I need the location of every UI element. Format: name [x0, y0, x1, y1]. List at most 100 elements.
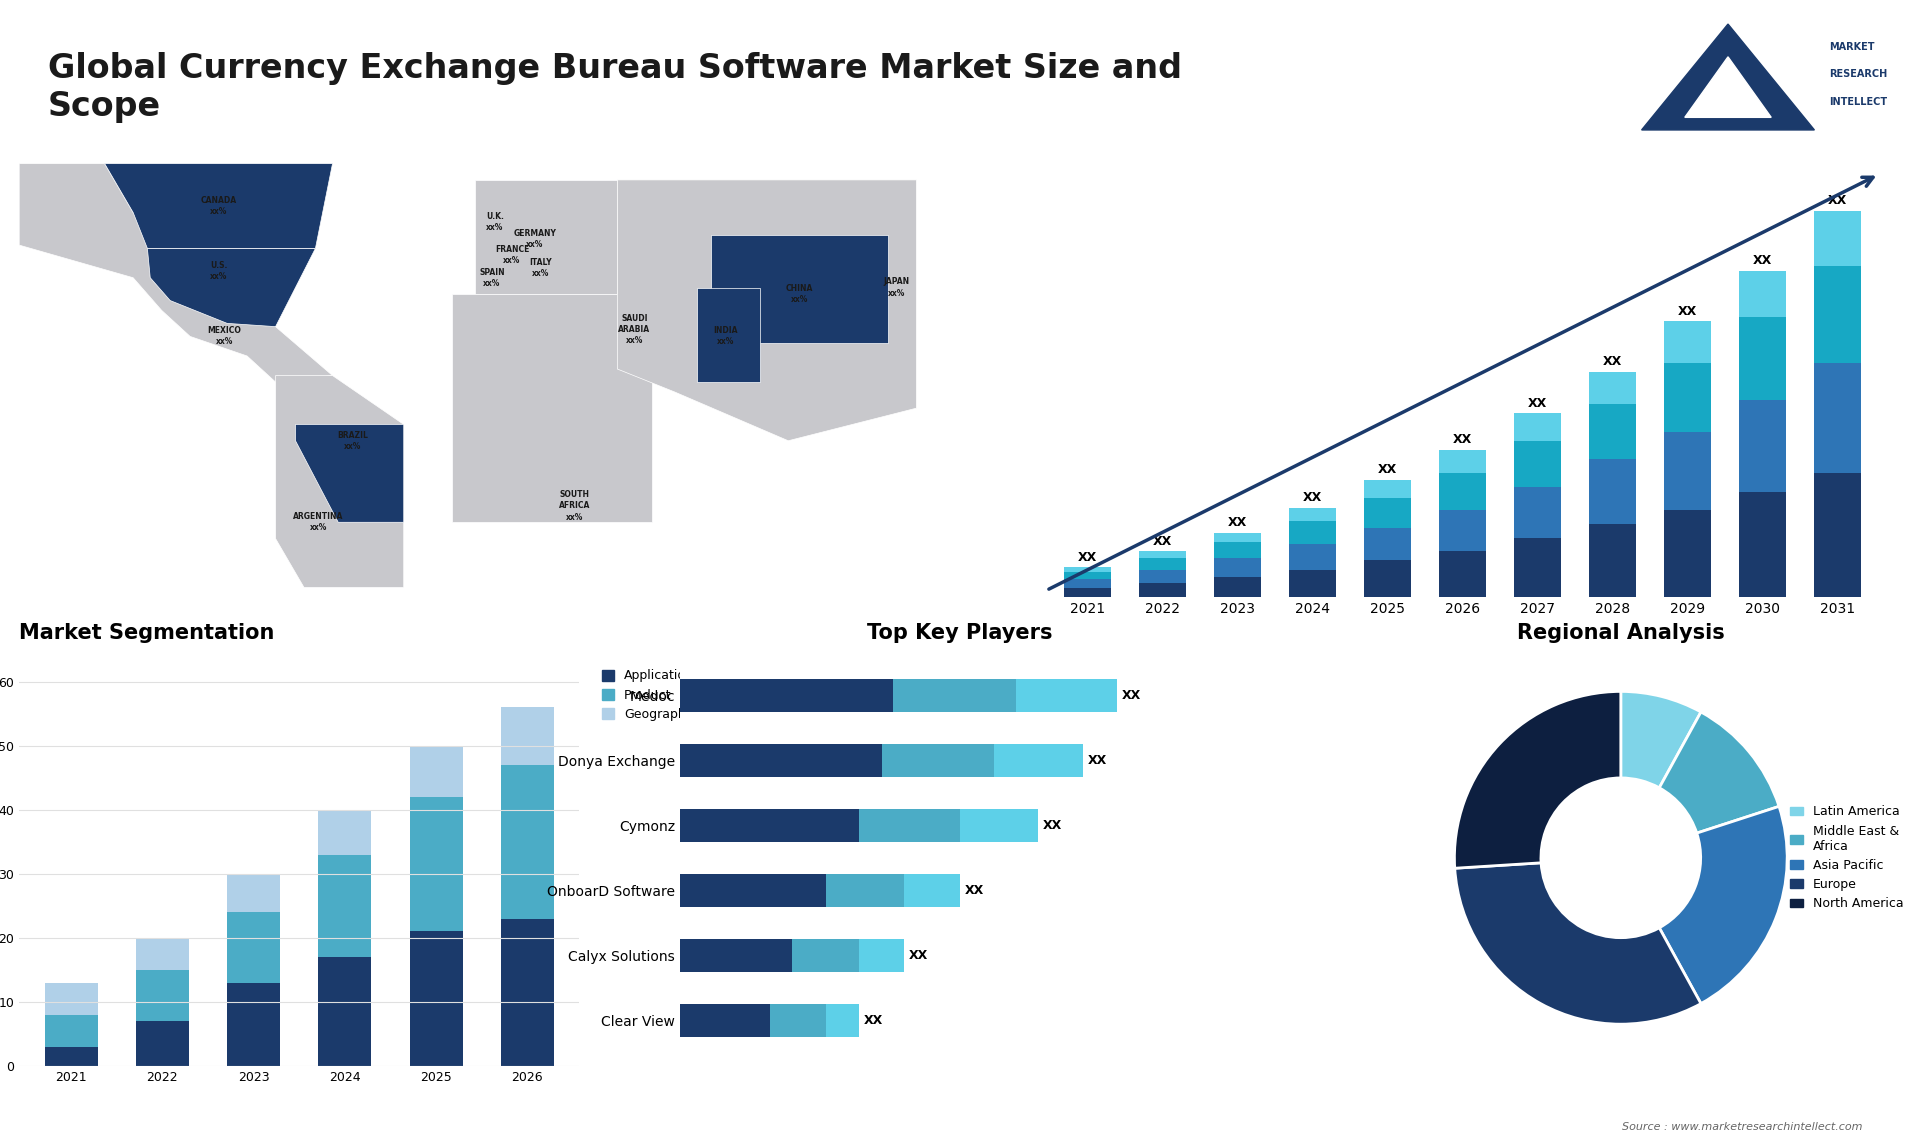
Bar	[881, 744, 995, 777]
Text: INDIA
xx%: INDIA xx%	[714, 327, 737, 346]
Bar	[860, 939, 904, 972]
Bar	[1064, 572, 1112, 579]
Text: XX: XX	[1528, 397, 1548, 409]
Bar	[826, 874, 904, 906]
Bar	[1740, 400, 1786, 492]
Bar	[1365, 560, 1411, 597]
Bar	[227, 982, 280, 1066]
Bar	[1290, 508, 1336, 521]
Text: XX: XX	[1087, 754, 1108, 767]
Polygon shape	[1686, 57, 1770, 117]
Bar	[501, 707, 553, 766]
Bar	[1665, 321, 1711, 363]
Bar	[1064, 588, 1112, 597]
Bar	[1814, 211, 1860, 266]
Text: XX: XX	[1678, 305, 1697, 317]
Bar	[1139, 583, 1187, 597]
Text: FRANCE
xx%: FRANCE xx%	[495, 245, 530, 265]
Text: XX: XX	[1229, 516, 1248, 529]
Bar	[1590, 372, 1636, 405]
Bar	[680, 874, 826, 906]
Polygon shape	[712, 235, 887, 343]
Bar	[1590, 460, 1636, 524]
Wedge shape	[1659, 807, 1788, 1004]
Text: CANADA
xx%: CANADA xx%	[200, 196, 236, 217]
Text: XX: XX	[1828, 195, 1847, 207]
Text: Global Currency Exchange Bureau Software Market Size and
Scope: Global Currency Exchange Bureau Software…	[48, 52, 1183, 123]
Bar	[1814, 266, 1860, 363]
Bar	[826, 1004, 860, 1036]
Bar	[1365, 480, 1411, 499]
Bar	[1515, 441, 1561, 487]
Text: XX: XX	[1121, 689, 1140, 701]
Bar	[1139, 551, 1187, 558]
Bar	[1290, 521, 1336, 544]
Title: Regional Analysis: Regional Analysis	[1517, 622, 1724, 643]
Bar	[1215, 558, 1261, 576]
Polygon shape	[697, 288, 760, 382]
Bar	[1515, 487, 1561, 537]
Bar	[680, 939, 791, 972]
Wedge shape	[1620, 691, 1701, 787]
Bar	[680, 1004, 770, 1036]
Text: ITALY
xx%: ITALY xx%	[530, 258, 551, 278]
Text: INTELLECT: INTELLECT	[1828, 97, 1887, 108]
Text: XX: XX	[1753, 254, 1772, 267]
Bar	[409, 932, 463, 1066]
Polygon shape	[618, 180, 916, 441]
Bar	[904, 874, 960, 906]
Text: SAUDI
ARABIA
xx%: SAUDI ARABIA xx%	[618, 314, 651, 345]
Text: XX: XX	[1603, 355, 1622, 368]
Bar	[227, 873, 280, 912]
Title: Top Key Players: Top Key Players	[868, 622, 1052, 643]
Text: MARKET: MARKET	[1828, 41, 1874, 52]
Text: XX: XX	[1304, 490, 1323, 504]
Wedge shape	[1455, 863, 1701, 1025]
Bar	[1139, 558, 1187, 570]
Bar	[1016, 680, 1117, 712]
Text: RESEARCH: RESEARCH	[1828, 70, 1887, 79]
Polygon shape	[296, 424, 403, 523]
Bar	[1290, 544, 1336, 570]
Bar	[44, 1046, 98, 1066]
Text: Market Segmentation: Market Segmentation	[19, 622, 275, 643]
Bar	[995, 744, 1083, 777]
Bar	[1365, 499, 1411, 528]
Bar	[501, 766, 553, 919]
Bar	[1665, 363, 1711, 432]
Bar	[319, 810, 371, 855]
Bar	[1064, 579, 1112, 588]
Text: SPAIN
xx%: SPAIN xx%	[480, 268, 505, 288]
Bar	[409, 796, 463, 932]
Bar	[1814, 363, 1860, 473]
Bar	[1440, 450, 1486, 473]
Text: ARGENTINA
xx%: ARGENTINA xx%	[294, 512, 344, 533]
Polygon shape	[474, 180, 618, 295]
Text: JAPAN
xx%: JAPAN xx%	[883, 277, 910, 298]
Bar	[501, 919, 553, 1066]
Text: Source : www.marketresearchintellect.com: Source : www.marketresearchintellect.com	[1622, 1122, 1862, 1132]
Text: XX: XX	[964, 884, 983, 897]
Bar	[1740, 492, 1786, 597]
Text: XX: XX	[908, 949, 927, 961]
Bar	[1740, 316, 1786, 400]
Bar	[680, 809, 860, 841]
Bar	[319, 957, 371, 1066]
Text: XX: XX	[1077, 551, 1096, 564]
Bar	[1440, 473, 1486, 510]
Bar	[770, 1004, 826, 1036]
Polygon shape	[106, 164, 332, 249]
Bar	[1740, 270, 1786, 316]
Bar	[1515, 537, 1561, 597]
Bar	[791, 939, 860, 972]
Legend: Latin America, Middle East &
Africa, Asia Pacific, Europe, North America: Latin America, Middle East & Africa, Asi…	[1786, 800, 1908, 916]
Text: CHINA
xx%: CHINA xx%	[785, 284, 814, 304]
Bar	[1215, 533, 1261, 542]
Text: MEXICO
xx%: MEXICO xx%	[207, 327, 242, 346]
Text: U.S.
xx%: U.S. xx%	[209, 261, 227, 281]
Bar	[680, 744, 881, 777]
Polygon shape	[148, 249, 315, 327]
Polygon shape	[453, 295, 651, 523]
Text: XX: XX	[1043, 818, 1062, 832]
Text: XX: XX	[1453, 433, 1473, 447]
